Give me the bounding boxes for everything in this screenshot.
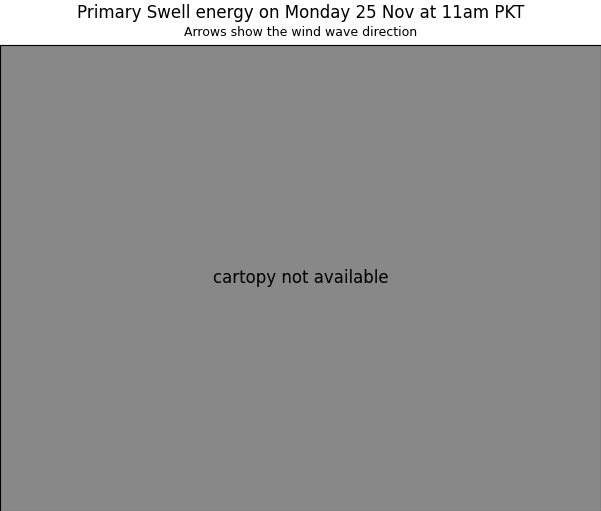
Text: Arrows show the wind wave direction: Arrows show the wind wave direction <box>184 26 417 39</box>
Text: cartopy not available: cartopy not available <box>213 269 388 287</box>
Text: Primary Swell energy on Monday 25 Nov at 11am PKT: Primary Swell energy on Monday 25 Nov at… <box>77 4 524 21</box>
